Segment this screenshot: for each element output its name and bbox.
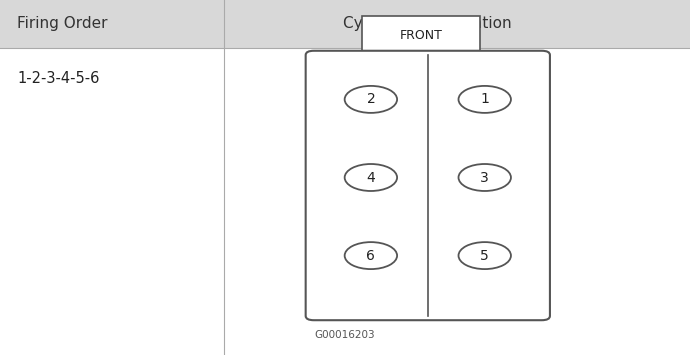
Text: FRONT: FRONT: [400, 29, 442, 42]
Text: 2: 2: [366, 92, 375, 106]
Circle shape: [458, 86, 511, 113]
FancyBboxPatch shape: [306, 51, 550, 320]
Text: 1: 1: [480, 92, 489, 106]
Circle shape: [458, 242, 511, 269]
Text: 1-2-3-4-5-6: 1-2-3-4-5-6: [17, 71, 99, 86]
Circle shape: [344, 86, 397, 113]
Text: G00016203: G00016203: [314, 331, 375, 340]
Text: 4: 4: [366, 170, 375, 185]
Circle shape: [458, 164, 511, 191]
FancyBboxPatch shape: [0, 48, 690, 355]
FancyBboxPatch shape: [0, 0, 690, 48]
Text: 5: 5: [480, 248, 489, 263]
Text: 3: 3: [480, 170, 489, 185]
Text: 6: 6: [366, 248, 375, 263]
Text: Firing Order: Firing Order: [17, 16, 108, 32]
Circle shape: [344, 242, 397, 269]
Circle shape: [344, 164, 397, 191]
Text: Cylinder Identification: Cylinder Identification: [344, 16, 512, 32]
FancyBboxPatch shape: [362, 16, 480, 55]
